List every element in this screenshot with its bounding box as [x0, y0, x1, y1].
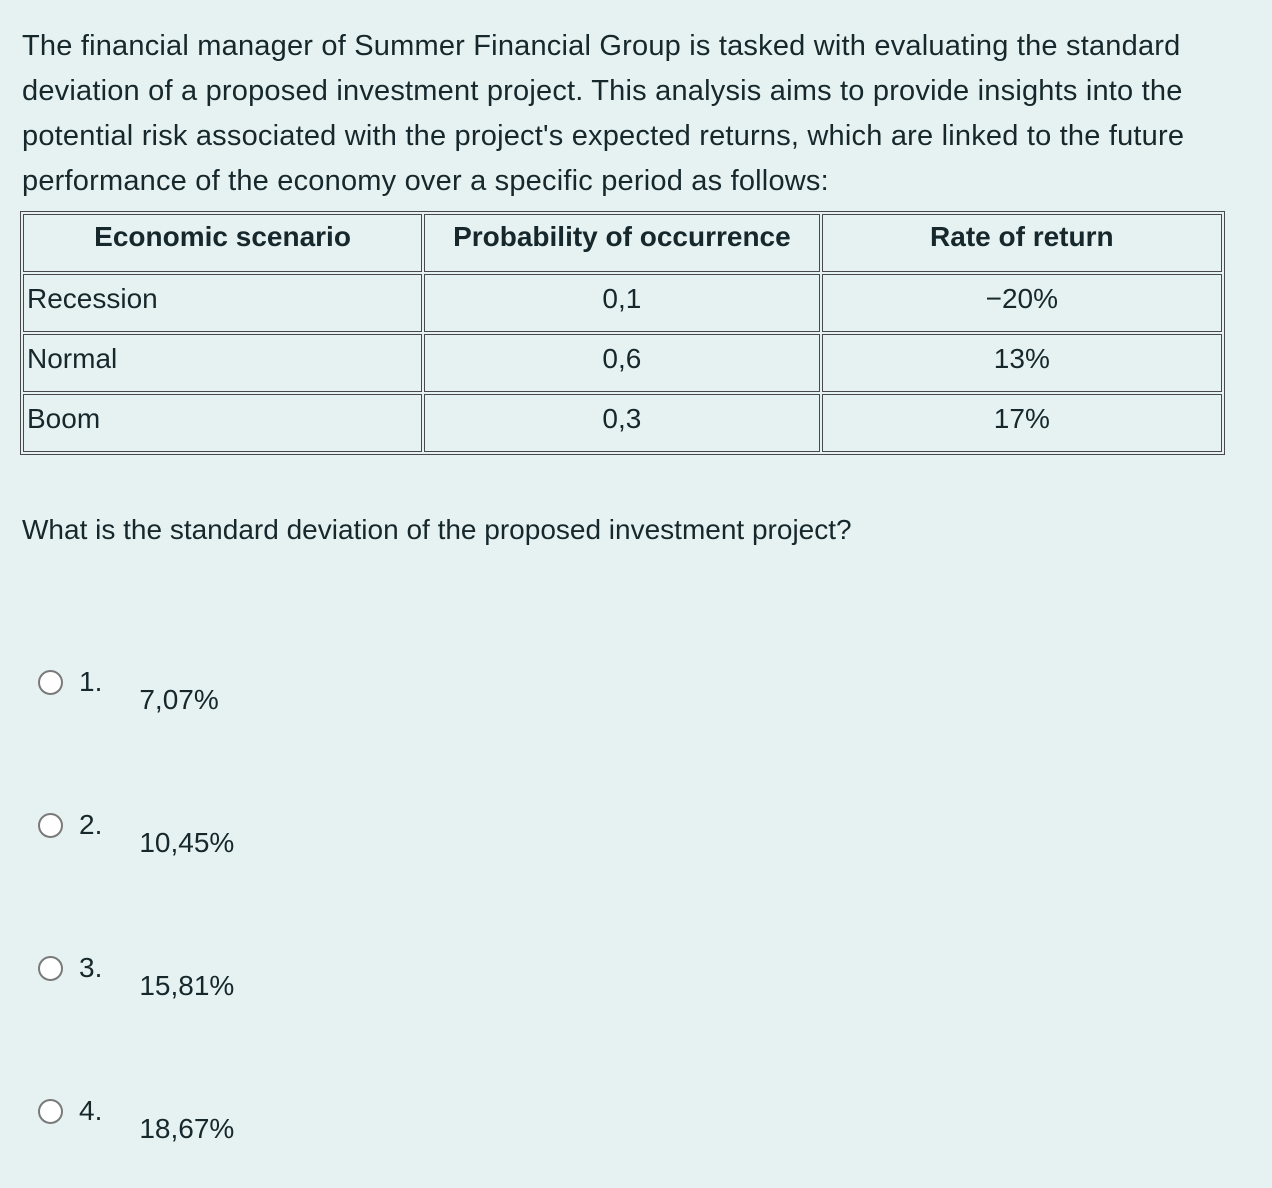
cell-scenario: Recession — [23, 274, 423, 332]
option-value[interactable]: 18,67% — [139, 1113, 235, 1144]
option-number: 2. — [79, 809, 103, 840]
option-value[interactable]: 7,07% — [139, 684, 219, 715]
option-value[interactable]: 15,81% — [139, 970, 235, 1001]
header-rate-of-return: Rate of return — [821, 214, 1222, 272]
option-number: 4. — [79, 1095, 103, 1126]
cell-rate: −20% — [821, 274, 1222, 332]
cell-probability: 0,1 — [424, 274, 820, 332]
table-row: Recession 0,1 −20% — [23, 274, 1222, 332]
answer-option-3[interactable]: 3. 15,81% — [38, 953, 1250, 1003]
answer-option-2[interactable]: 2. 10,45% — [38, 810, 1250, 860]
cell-scenario: Normal — [23, 334, 423, 392]
table-row: Normal 0,6 13% — [23, 334, 1222, 392]
radio-button-icon[interactable] — [38, 1099, 63, 1124]
cell-probability: 0,6 — [424, 334, 820, 392]
answer-option-1[interactable]: 1. 7,07% — [38, 667, 1250, 717]
scenario-table: Economic scenario Probability of occurre… — [20, 211, 1225, 455]
header-probability: Probability of occurrence — [424, 214, 820, 272]
answer-options: 1. 7,07% 2. 10,45% 3. 15,81% 4. 18,67% — [38, 667, 1250, 1146]
cell-rate: 17% — [821, 394, 1222, 452]
question-intro-text: The financial manager of Summer Financia… — [22, 30, 1185, 197]
option-number: 3. — [79, 952, 103, 983]
radio-button-icon[interactable] — [38, 670, 63, 695]
radio-button-icon[interactable] — [38, 956, 63, 981]
answer-option-4[interactable]: 4. 18,67% — [38, 1096, 1250, 1146]
cell-rate: 13% — [821, 334, 1222, 392]
option-value[interactable]: 10,45% — [139, 827, 235, 858]
option-number: 1. — [79, 666, 103, 697]
radio-button-icon[interactable] — [38, 813, 63, 838]
table-row: Boom 0,3 17% — [23, 394, 1222, 452]
question-text: What is the standard deviation of the pr… — [22, 514, 852, 545]
cell-probability: 0,3 — [424, 394, 820, 452]
cell-scenario: Boom — [23, 394, 423, 452]
table-header-row: Economic scenario Probability of occurre… — [23, 214, 1222, 272]
header-economic-scenario: Economic scenario — [23, 214, 423, 272]
